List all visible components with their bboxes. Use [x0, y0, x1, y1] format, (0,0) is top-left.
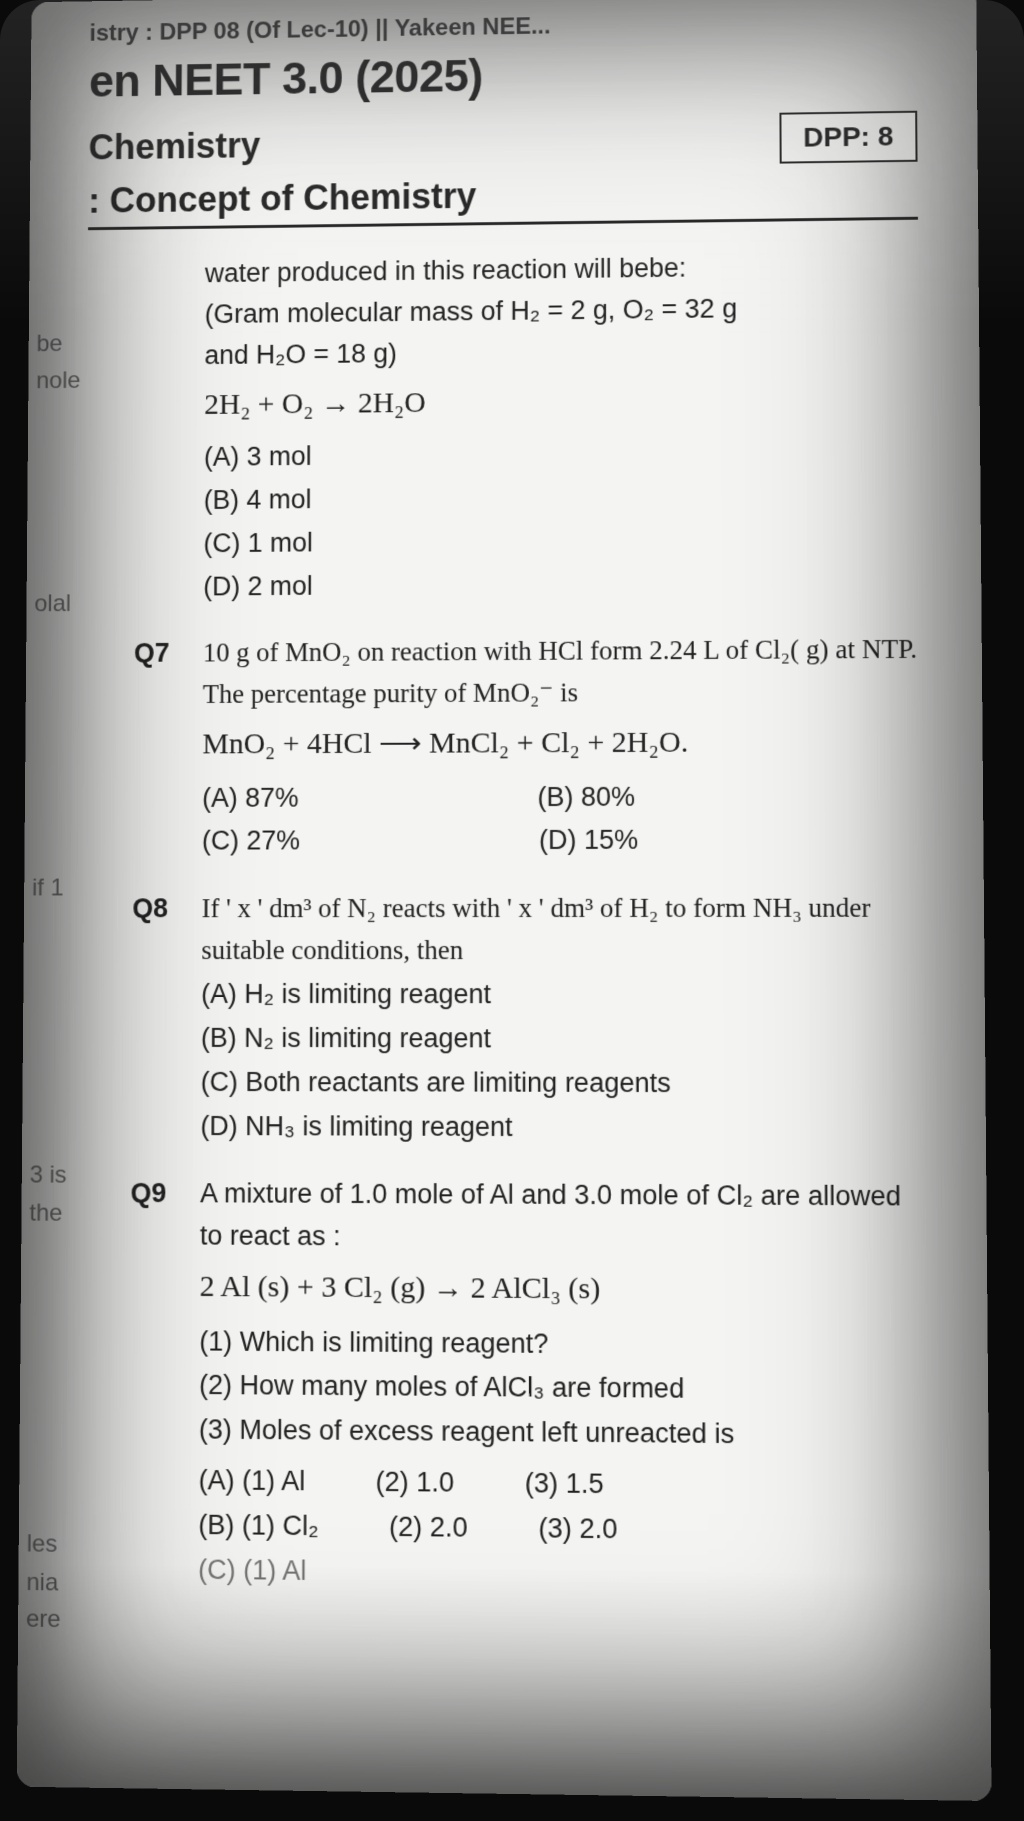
side-fragment: nia: [26, 1569, 108, 1598]
question-block: Q7 10 g of MnO₂ on reaction with HCl for…: [202, 629, 923, 862]
side-fragment: olal: [34, 590, 115, 618]
question-stem: and H₂O = 18 g): [204, 328, 919, 377]
question-block: water produced in this reaction will beb…: [203, 245, 921, 607]
question-label: Q7: [134, 633, 170, 674]
side-column: be nole olal if 1 3 is the les nia ere: [17, 1, 119, 1788]
option-b: (B) N₂ is limiting reagent: [201, 1018, 924, 1061]
equation: MnO₂ + 4HCl ⟶ MnCl₂ + Cl₂ + 2H₂O.: [202, 719, 922, 768]
side-fragment: if 1: [32, 875, 113, 903]
page: be nole olal if 1 3 is the les nia ere i…: [17, 0, 992, 1801]
options: (A) 3 mol (B) 4 mol (C) 1 mol (D) 2 mol: [203, 431, 921, 608]
equation: 2H₂ + O₂ → 2H₂O: [204, 375, 919, 428]
ans-c-1: (C) (1) Al: [198, 1549, 306, 1593]
side-fragment: ere: [26, 1605, 61, 1634]
ans-b-2: (2) 2.0: [389, 1506, 468, 1550]
question-stem: A mixture of 1.0 mole of Al and 3.0 mole…: [200, 1173, 926, 1261]
option-c: (C) 1 mol: [203, 518, 920, 564]
subpart-3: (3) Moles of excess reagent left unreact…: [199, 1409, 927, 1458]
side-fragment: 3 is: [30, 1161, 111, 1189]
question-label: Q9: [130, 1173, 166, 1215]
option-a: (A) 3 mol: [204, 431, 920, 478]
subpart-2: (2) How many moles of AlCl₃ are formed: [199, 1365, 927, 1413]
options: (A) H₂ is limiting reagent (B) N₂ is lim…: [200, 974, 924, 1150]
question-stem: 10 g of MnO₂ on reaction with HCl form 2…: [203, 629, 922, 716]
answer-row-c: (C) (1) Al: [198, 1549, 928, 1600]
option-c: (C) 27%: [202, 821, 300, 863]
dpp-badge: DPP: 8: [779, 111, 917, 164]
device-frame: be nole olal if 1 3 is the les nia ere i…: [0, 0, 1024, 1821]
page-title: en NEET 3.0 (2025): [89, 42, 917, 107]
ans-a-3: (3) 1.5: [525, 1463, 604, 1506]
option-d: (D) 2 mol: [203, 562, 921, 608]
option-d: (D) NH₃ is limiting reagent: [200, 1105, 924, 1149]
answer-row-a: (A) (1) Al (2) 1.0 (3) 1.5: [199, 1460, 928, 1510]
answer-row-b: (B) (1) Cl₂ (2) 2.0 (3) 2.0: [198, 1504, 928, 1554]
subpart-1: (1) Which is limiting reagent?: [199, 1321, 926, 1369]
question-stem: If ' x ' dm³ of N₂ reacts with ' x ' dm³…: [201, 888, 923, 972]
question-block: Q8 If ' x ' dm³ of N₂ reacts with ' x ' …: [200, 888, 924, 1150]
ans-a-1: (A) (1) Al: [199, 1460, 306, 1504]
option-c: (C) Both reactants are limiting reagents: [201, 1062, 925, 1106]
option-b: (B) 80%: [537, 776, 635, 818]
option-a: (A) H₂ is limiting reagent: [201, 974, 924, 1017]
options: (A) 87% (B) 80% (C) 27% (D) 15%: [202, 776, 923, 863]
equation: 2 Al (s) + 3 Cl₂ (g) → 2 AlCl₃ (s): [200, 1264, 927, 1315]
option-d: (D) 15%: [539, 820, 638, 862]
question-block: Q9 A mixture of 1.0 mole of Al and 3.0 m…: [198, 1173, 928, 1599]
ans-b-1: (B) (1) Cl₂: [198, 1504, 318, 1548]
side-fragment: the: [29, 1200, 110, 1228]
ans-b-3: (3) 2.0: [538, 1508, 617, 1552]
side-fragment: nole: [36, 367, 116, 395]
subject-row: Chemistry DPP: 8: [88, 111, 917, 173]
side-fragment: be: [36, 330, 116, 358]
side-fragment: les: [27, 1530, 109, 1559]
topic-heading: : Concept of Chemistry: [88, 170, 918, 231]
option-a: (A) 87%: [202, 777, 299, 819]
header-breadcrumb: istry : DPP 08 (Of Lec-10) || Yakeen NEE…: [89, 7, 916, 47]
answers: (A) (1) Al (2) 1.0 (3) 1.5 (B) (1) Cl₂ (…: [198, 1460, 928, 1600]
ans-a-2: (2) 1.0: [376, 1461, 455, 1504]
option-b: (B) 4 mol: [204, 475, 921, 522]
question-label: Q8: [132, 889, 168, 931]
sub-parts: (1) Which is limiting reagent? (2) How m…: [199, 1321, 927, 1458]
